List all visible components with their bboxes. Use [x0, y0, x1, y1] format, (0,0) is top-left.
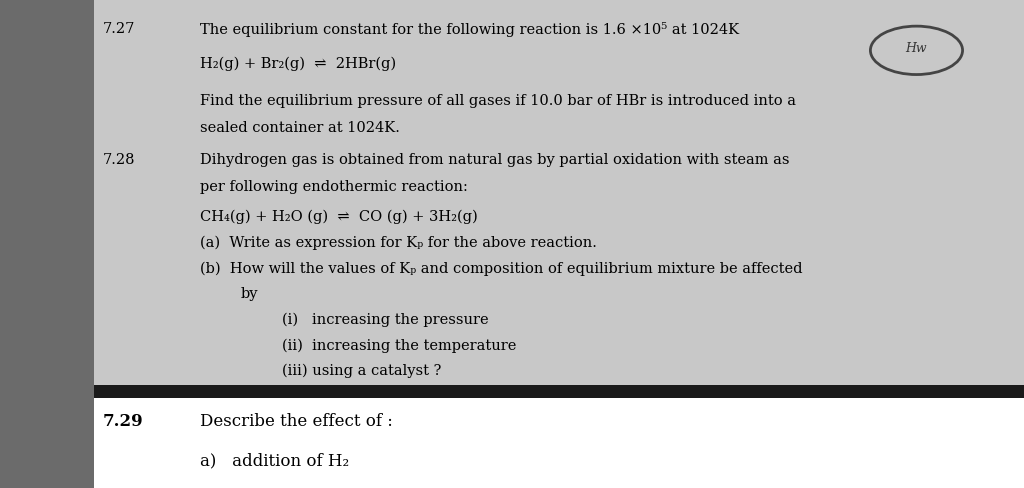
Text: Hw: Hw	[905, 42, 928, 55]
Text: 7.28: 7.28	[102, 152, 135, 166]
Text: (i)   increasing the pressure: (i) increasing the pressure	[282, 312, 488, 326]
Text: The equilibrium constant for the following reaction is 1.6 ×10⁵ at 1024K: The equilibrium constant for the followi…	[200, 22, 738, 37]
Text: 7.27: 7.27	[102, 22, 135, 36]
Text: a)   addition of H₂: a) addition of H₂	[200, 451, 349, 468]
Text: (b)  How will the values of Kₚ and composition of equilibrium mixture be affecte: (b) How will the values of Kₚ and compos…	[200, 261, 802, 275]
Text: Dihydrogen gas is obtained from natural gas by partial oxidation with steam as: Dihydrogen gas is obtained from natural …	[200, 152, 790, 166]
Bar	[0, 0, 94, 488]
Text: by: by	[241, 286, 258, 301]
Text: (iii) using a catalyst ?: (iii) using a catalyst ?	[282, 363, 441, 377]
Bar	[0, 0, 1024, 388]
Text: 7.29: 7.29	[102, 412, 143, 429]
Text: Describe the effect of :: Describe the effect of :	[200, 412, 392, 429]
Text: (a)  Write as expression for Kₚ for the above reaction.: (a) Write as expression for Kₚ for the a…	[200, 235, 597, 249]
Bar	[0, 386, 1024, 398]
Text: per following endothermic reaction:: per following endothermic reaction:	[200, 180, 468, 194]
Text: sealed container at 1024K.: sealed container at 1024K.	[200, 121, 399, 135]
Text: Find the equilibrium pressure of all gases if 10.0 bar of HBr is introduced into: Find the equilibrium pressure of all gas…	[200, 94, 796, 108]
Text: H₂(g) + Br₂(g)  ⇌  2HBr(g): H₂(g) + Br₂(g) ⇌ 2HBr(g)	[200, 56, 396, 70]
Bar	[0, 398, 1024, 488]
Text: CH₄(g) + H₂O (g)  ⇌  CO (g) + 3H₂(g): CH₄(g) + H₂O (g) ⇌ CO (g) + 3H₂(g)	[200, 209, 477, 223]
Text: (ii)  increasing the temperature: (ii) increasing the temperature	[282, 338, 516, 352]
